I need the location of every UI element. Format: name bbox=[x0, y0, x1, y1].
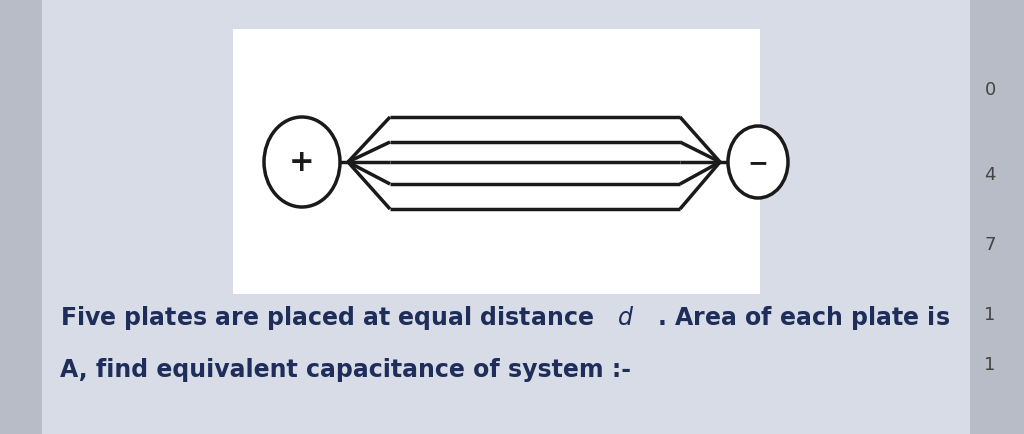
Bar bbox=[970, 0, 1024, 434]
Text: −: − bbox=[748, 151, 768, 174]
Text: +: + bbox=[289, 148, 314, 177]
Ellipse shape bbox=[264, 118, 340, 207]
Text: 7: 7 bbox=[984, 236, 995, 253]
Bar bbox=[0, 0, 42, 434]
Text: 1: 1 bbox=[984, 355, 995, 373]
Text: Five plates are placed at equal distance   $d$   . Area of each plate is: Five plates are placed at equal distance… bbox=[60, 303, 950, 331]
Text: A, find equivalent capacitance of system :-: A, find equivalent capacitance of system… bbox=[60, 357, 631, 381]
Bar bbox=[233, 30, 760, 294]
Text: 1: 1 bbox=[984, 305, 995, 323]
Text: 0: 0 bbox=[984, 81, 995, 99]
Text: 4: 4 bbox=[984, 166, 995, 184]
Ellipse shape bbox=[728, 127, 788, 198]
